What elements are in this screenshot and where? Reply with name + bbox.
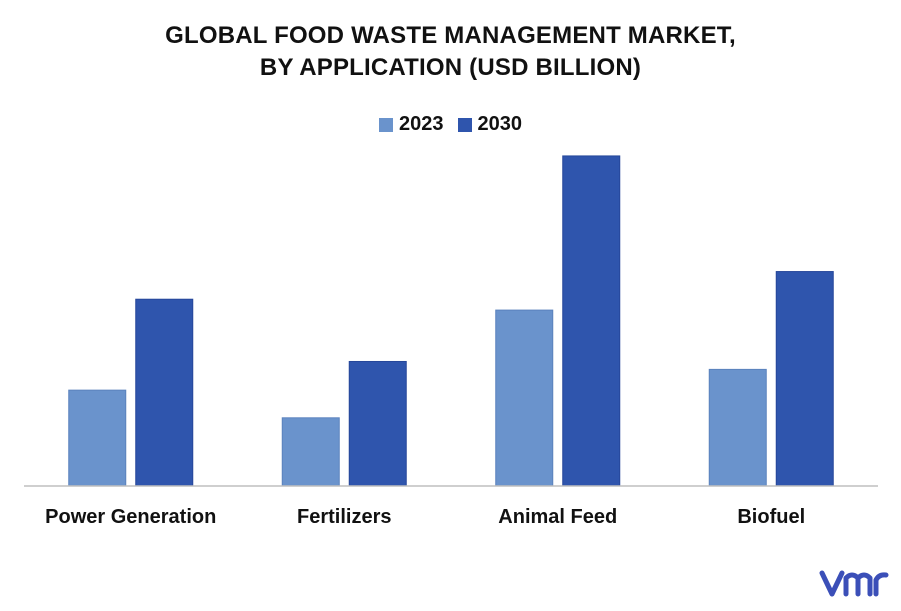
legend-swatch-2030	[457, 117, 472, 132]
legend-item-2023: 2023	[379, 113, 444, 136]
bar-2030-power-generation	[135, 298, 194, 487]
bar-2023-fertilizers	[281, 417, 340, 487]
bar-2023-power-generation	[68, 389, 127, 487]
x-tick-label: Fertilizers	[297, 506, 391, 528]
vmr-logo-icon	[819, 570, 889, 597]
x-tick-label: Biofuel	[737, 506, 805, 528]
chart-legend: 2023 2030	[0, 113, 901, 136]
bar-2023-biofuel	[708, 368, 767, 487]
legend-item-2030: 2030	[457, 113, 523, 136]
bar-2030-animal-feed	[562, 155, 621, 487]
x-tick-label: Animal Feed	[498, 506, 617, 528]
legend-label-2030: 2030	[477, 113, 523, 135]
legend-swatch-2023	[379, 117, 393, 132]
bar-2030-fertilizers	[348, 360, 407, 487]
x-tick-label: Power Generation	[45, 506, 216, 528]
bar-2030-biofuel	[775, 271, 834, 487]
chart-title: GLOBAL FOOD WASTE MANAGEMENT MARKET, BY …	[0, 20, 901, 84]
legend-label-2023: 2023	[399, 113, 444, 135]
bar-2023-animal-feed	[495, 309, 554, 487]
chart-title-line-2: BY APPLICATION (USD BILLION)	[259, 54, 642, 81]
chart-title-line-1: GLOBAL FOOD WASTE MANAGEMENT MARKET,	[165, 22, 736, 49]
